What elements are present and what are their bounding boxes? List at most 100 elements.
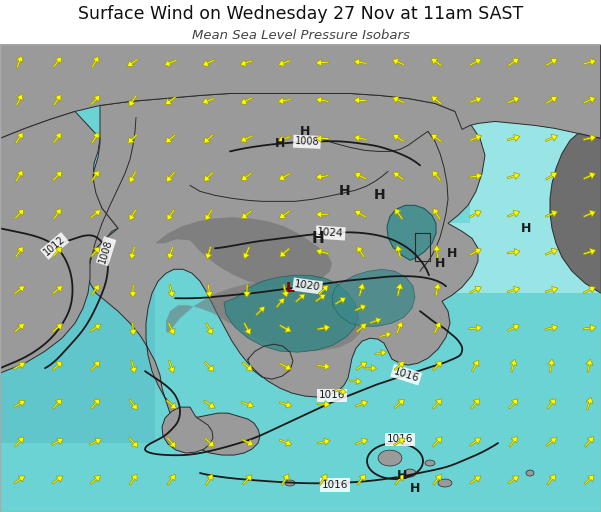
Polygon shape <box>586 359 593 372</box>
Text: H: H <box>447 247 457 260</box>
Polygon shape <box>13 400 25 408</box>
Polygon shape <box>90 361 100 371</box>
Polygon shape <box>471 399 480 409</box>
Polygon shape <box>316 59 329 66</box>
Polygon shape <box>14 209 24 219</box>
Polygon shape <box>370 317 381 324</box>
Polygon shape <box>53 133 61 144</box>
Polygon shape <box>378 450 402 466</box>
Polygon shape <box>316 173 329 180</box>
Polygon shape <box>546 96 557 104</box>
Polygon shape <box>469 58 481 66</box>
Polygon shape <box>508 399 518 409</box>
Text: 1020: 1020 <box>294 279 322 293</box>
Polygon shape <box>255 307 264 315</box>
Polygon shape <box>127 58 138 67</box>
Polygon shape <box>14 476 25 484</box>
Polygon shape <box>167 246 174 259</box>
Polygon shape <box>469 135 481 141</box>
Text: H: H <box>521 222 531 235</box>
Text: H: H <box>339 184 351 198</box>
Polygon shape <box>507 210 520 217</box>
Polygon shape <box>395 208 403 220</box>
Polygon shape <box>317 362 330 370</box>
Polygon shape <box>129 399 137 410</box>
Polygon shape <box>243 247 250 259</box>
Polygon shape <box>0 44 118 373</box>
Polygon shape <box>167 209 175 220</box>
Polygon shape <box>317 400 330 408</box>
Polygon shape <box>167 474 175 485</box>
Polygon shape <box>240 135 252 142</box>
Polygon shape <box>241 172 252 181</box>
Polygon shape <box>166 281 362 351</box>
Polygon shape <box>205 474 213 485</box>
Polygon shape <box>425 460 435 466</box>
Text: 1016: 1016 <box>387 434 413 444</box>
Polygon shape <box>374 350 386 356</box>
Polygon shape <box>204 172 214 181</box>
Text: 1008: 1008 <box>97 238 114 264</box>
Polygon shape <box>241 401 254 408</box>
Polygon shape <box>318 285 328 295</box>
Polygon shape <box>355 173 367 180</box>
Polygon shape <box>53 94 61 106</box>
Polygon shape <box>469 286 481 294</box>
Polygon shape <box>91 56 99 68</box>
Polygon shape <box>586 397 593 410</box>
Polygon shape <box>547 399 555 409</box>
Polygon shape <box>285 480 295 486</box>
Polygon shape <box>52 247 62 257</box>
Polygon shape <box>90 438 102 445</box>
Polygon shape <box>242 439 254 446</box>
Text: 1008: 1008 <box>294 136 319 147</box>
Polygon shape <box>387 205 436 260</box>
Polygon shape <box>584 96 596 103</box>
Polygon shape <box>317 438 330 445</box>
Polygon shape <box>316 248 329 255</box>
Polygon shape <box>315 294 325 302</box>
Polygon shape <box>433 208 441 220</box>
Polygon shape <box>332 269 415 326</box>
Polygon shape <box>129 437 138 447</box>
Polygon shape <box>394 399 404 409</box>
Polygon shape <box>433 245 441 258</box>
Polygon shape <box>91 285 99 295</box>
Polygon shape <box>548 359 555 372</box>
Polygon shape <box>355 438 368 445</box>
Polygon shape <box>507 135 520 141</box>
Polygon shape <box>155 217 332 287</box>
Polygon shape <box>354 135 367 142</box>
Polygon shape <box>358 283 365 296</box>
Polygon shape <box>206 284 213 297</box>
Polygon shape <box>52 438 63 445</box>
Polygon shape <box>243 284 251 297</box>
Polygon shape <box>242 210 252 219</box>
Polygon shape <box>545 135 558 141</box>
Polygon shape <box>276 298 284 308</box>
Polygon shape <box>584 475 594 485</box>
Polygon shape <box>205 209 213 221</box>
Polygon shape <box>469 173 482 180</box>
Polygon shape <box>203 59 215 67</box>
Polygon shape <box>279 248 290 257</box>
Polygon shape <box>168 284 175 297</box>
Polygon shape <box>508 476 519 484</box>
Polygon shape <box>14 437 24 447</box>
Polygon shape <box>166 400 177 409</box>
Polygon shape <box>53 208 61 220</box>
Polygon shape <box>90 476 100 484</box>
Polygon shape <box>433 322 441 334</box>
Polygon shape <box>52 476 63 484</box>
Polygon shape <box>438 479 452 487</box>
Polygon shape <box>129 284 136 297</box>
Polygon shape <box>469 248 481 256</box>
Polygon shape <box>316 97 329 104</box>
Polygon shape <box>129 323 136 335</box>
Polygon shape <box>278 59 291 67</box>
Text: H: H <box>300 125 310 138</box>
Polygon shape <box>510 359 517 372</box>
Polygon shape <box>243 323 251 334</box>
Polygon shape <box>282 284 289 297</box>
Polygon shape <box>168 360 175 373</box>
